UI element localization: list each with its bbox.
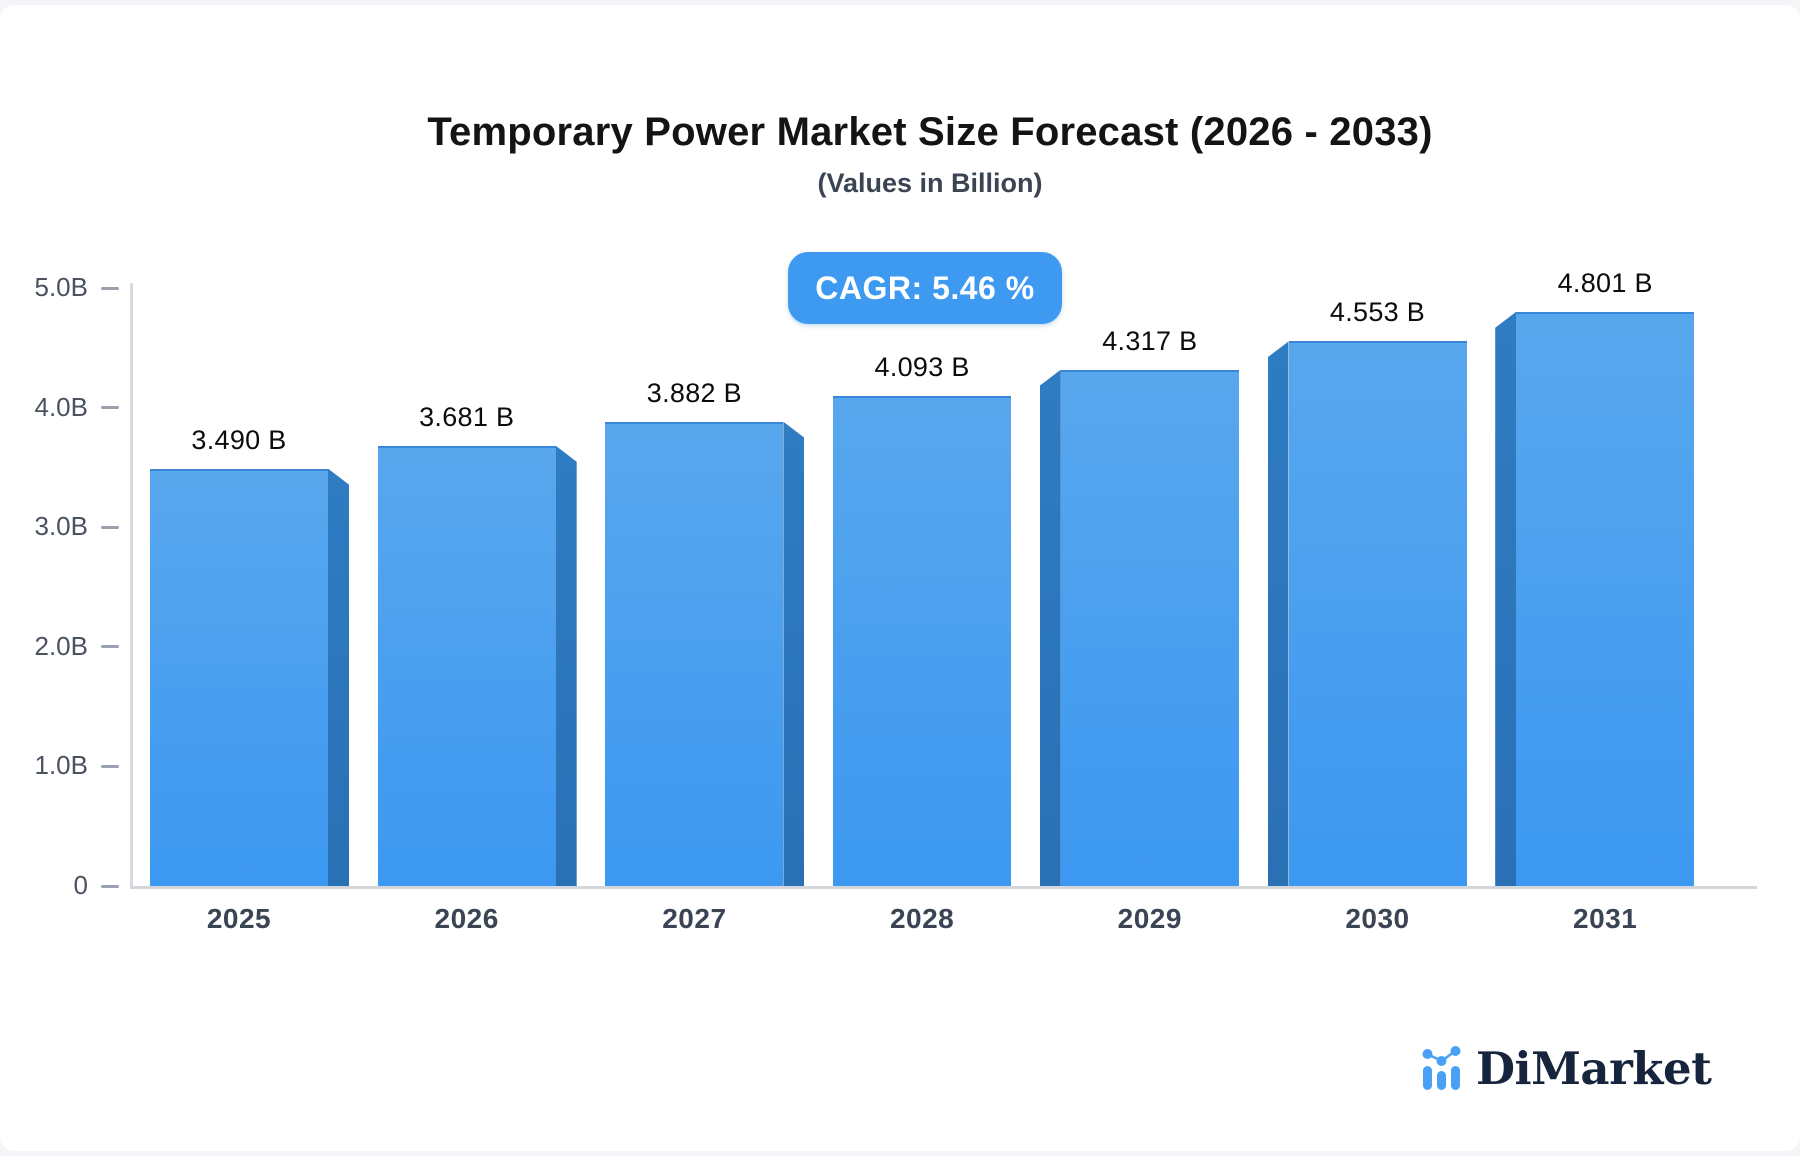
x-axis-label-2029: 2029 [1117,903,1182,934]
bar-2026[interactable] [377,445,556,886]
chart-subtitle: (Values in Billion) [817,168,1043,198]
dimarket-logo[interactable]: DiMarket [1420,1040,1712,1096]
x-axis-label-2030: 2030 [1345,903,1410,934]
y-axis-tick-label: 0 [73,870,88,900]
bar-value-label: 4.317 B [1102,325,1198,356]
x-axis-label-2028: 2028 [889,903,955,934]
y-axis-tick [101,884,119,888]
bar-side-face [328,468,349,886]
x-axis-label-2026: 2026 [434,903,499,934]
bar-value-label: 4.093 B [874,352,970,383]
y-axis-tick-label: 4.0B [34,391,89,422]
y-axis-tick [101,645,119,649]
y-axis-tick [101,406,119,410]
chart-title: Temporary Power Market Size Forecast (20… [427,110,1433,154]
bar-side-face [783,421,805,886]
cagr-badge: CAGR: 5.46 % [788,252,1062,324]
x-axis-label-2027: 2027 [662,903,727,934]
x-axis-label-2025: 2025 [206,903,272,934]
bar-2031[interactable] [1516,311,1695,886]
y-axis-tick-label: 3.0B [34,511,89,542]
bar-value-label: 3.490 B [191,424,287,455]
y-axis-tick-label: 1.0B [34,750,89,781]
bar-side-face [1267,341,1289,886]
y-axis-line [130,283,133,889]
bar-value-label: 4.553 B [1329,297,1426,328]
bar-2027[interactable] [605,421,784,886]
x-axis-label-2031: 2031 [1573,903,1638,934]
y-axis-tick-label: 5.0B [34,272,89,302]
y-axis-tick [101,525,119,529]
bar-2028[interactable] [833,396,1012,886]
bar-value-label: 3.882 B [646,377,742,408]
bar-side-face [555,445,577,886]
bar-2029[interactable] [1060,369,1239,886]
bar-value-label: 3.681 B [419,401,515,432]
x-axis-baseline [130,886,1757,889]
bar-value-label: 4.801 B [1557,267,1653,298]
mini-bar-chart-icon [1422,1046,1461,1090]
bar-side-face [1039,369,1061,886]
y-axis-tick-label: 2.0B [34,630,89,661]
bar-side-face [1495,311,1517,886]
y-axis-tick [101,764,119,768]
y-axis-tick [101,286,119,290]
logo-text: DiMarket [1476,1041,1712,1095]
bar-2025[interactable] [150,468,328,886]
bar-2030[interactable] [1288,341,1467,886]
